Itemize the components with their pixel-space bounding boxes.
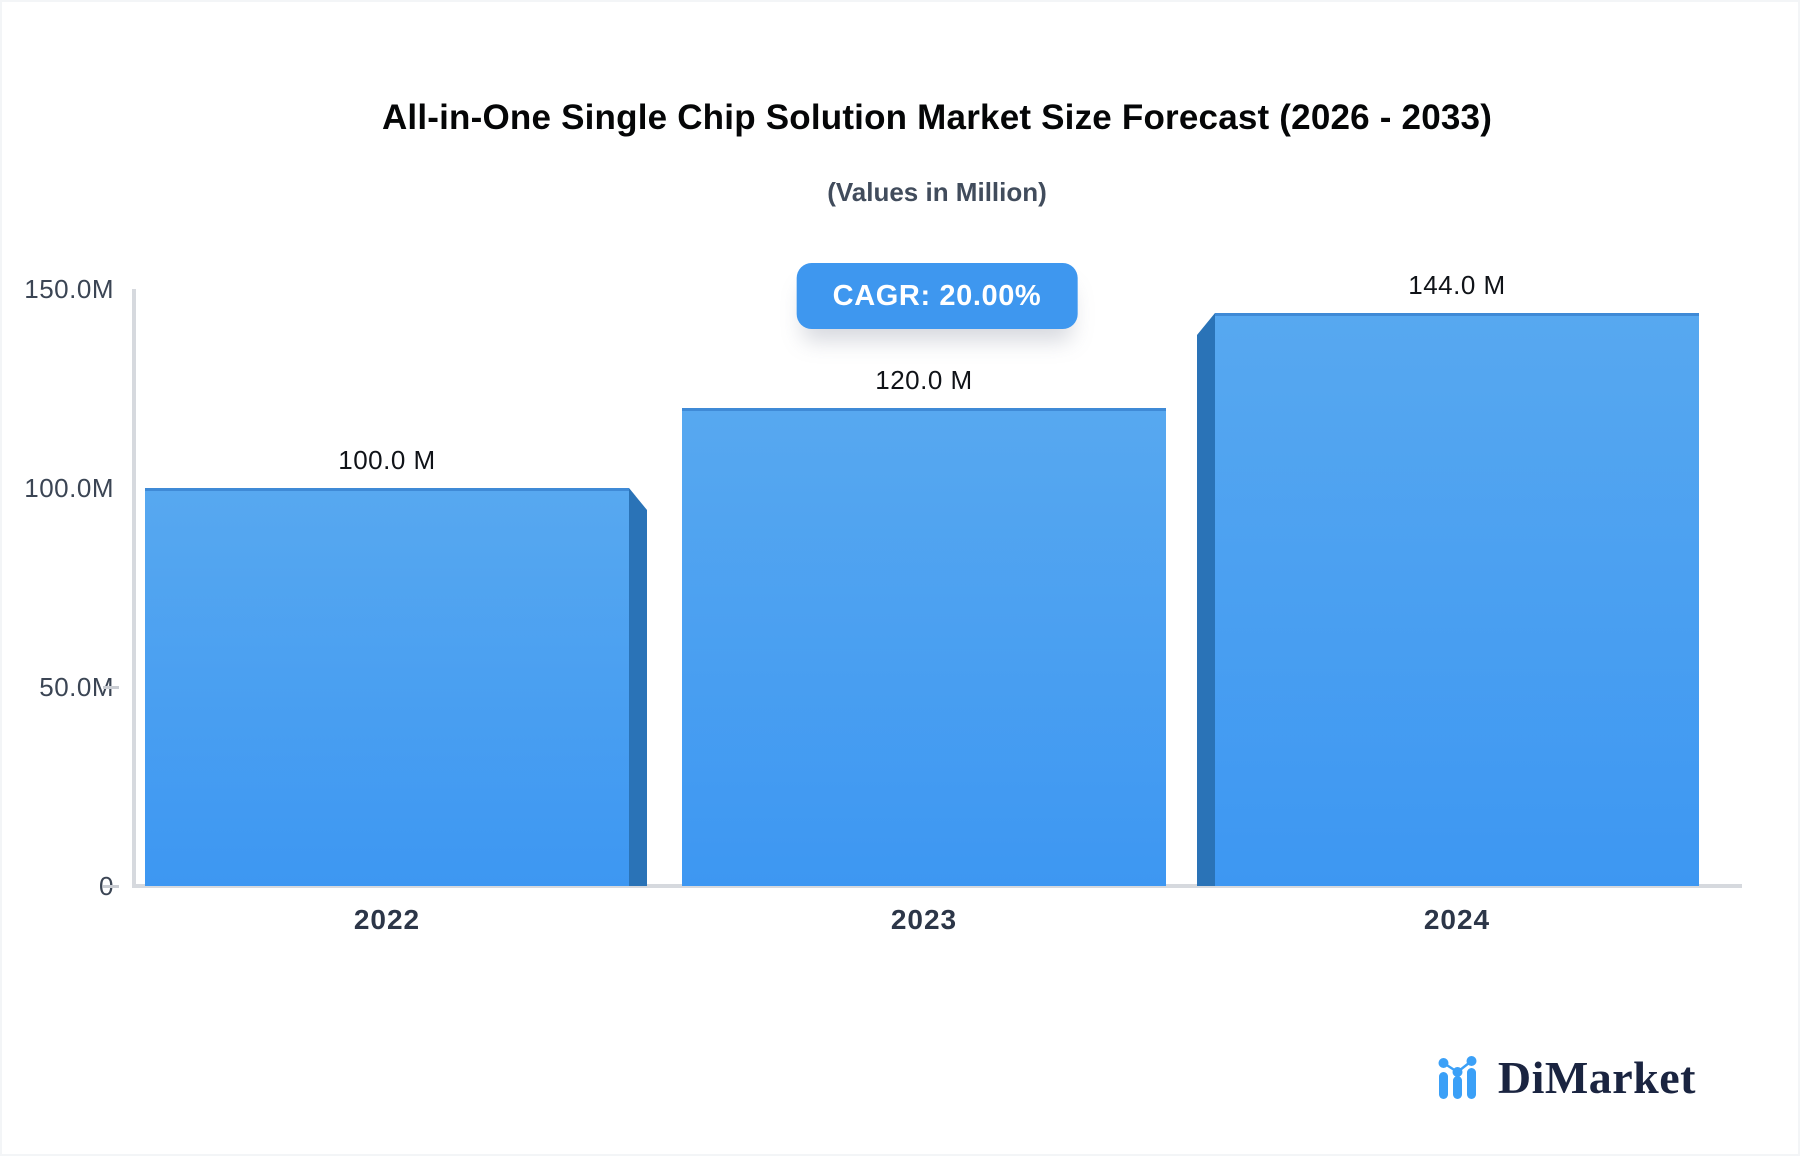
bar-value-label-2022: 100.0 M (338, 445, 436, 475)
dimarket-logo-icon (1438, 1056, 1477, 1099)
y-axis-line (132, 289, 136, 886)
x-axis-label-2024: 2024 (1423, 904, 1491, 935)
bar-value-label-2024: 144.0 M (1408, 270, 1506, 300)
bar-2024 (1215, 313, 1699, 886)
bar-side-2024 (1197, 313, 1215, 886)
brand-logo: DiMarket (1436, 1052, 1696, 1104)
y-axis-label-0: 0 (2, 868, 114, 904)
bar-value-label-2023: 120.0 M (875, 365, 973, 395)
x-axis-line (132, 884, 1742, 888)
y-axis-tick-0 (103, 885, 119, 888)
y-axis-label-150: 150.0M (24, 274, 114, 304)
x-axis-label-2022: 2022 (353, 904, 421, 935)
bar-2023 (682, 408, 1166, 886)
brand-name: DiMarket (1497, 1052, 1696, 1103)
y-axis-label-100: 100.0M (24, 473, 114, 503)
y-axis-tick-50 (103, 686, 119, 689)
bar-2022 (145, 488, 629, 886)
x-axis-label-2023: 2023 (890, 904, 958, 935)
cagr-badge: CAGR: 20.00% (796, 263, 1078, 329)
y-axis-label-50: 50.0M (39, 672, 114, 702)
chart-subtitle: (Values in Million) (827, 177, 1047, 207)
bar-side-2022 (629, 488, 647, 886)
chart-title: All-in-One Single Chip Solution Market S… (381, 98, 1493, 137)
